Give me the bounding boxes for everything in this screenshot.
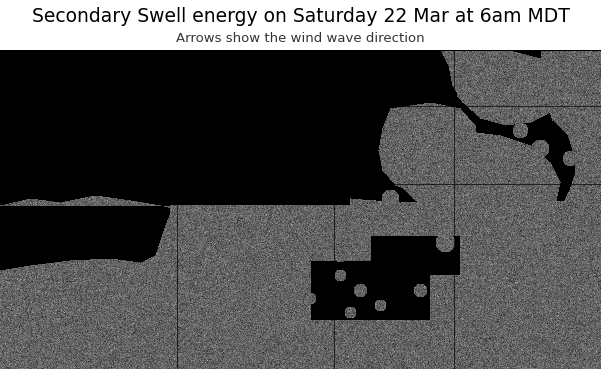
Text: Arrows show the wind wave direction: Arrows show the wind wave direction xyxy=(176,32,425,45)
Text: Secondary Swell energy on Saturday 22 Mar at 6am MDT: Secondary Swell energy on Saturday 22 Ma… xyxy=(32,7,569,25)
